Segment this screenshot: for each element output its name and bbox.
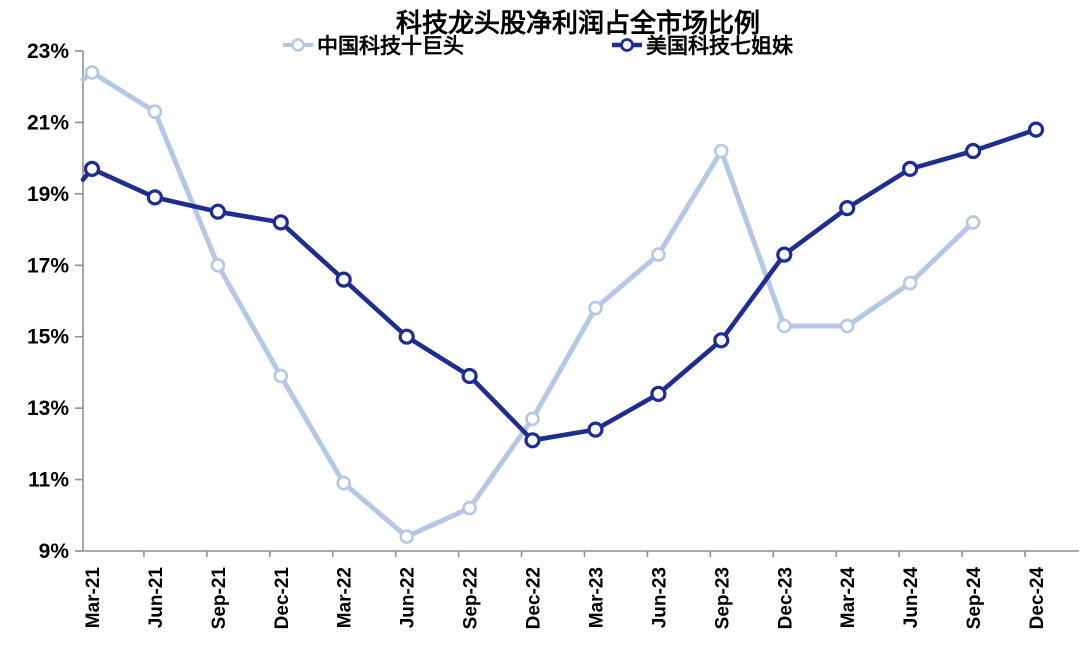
- data-point-marker: [83, 160, 101, 177]
- data-point-marker: [398, 328, 415, 345]
- y-axis-label: 23%: [27, 40, 69, 63]
- data-point-marker: [210, 257, 226, 273]
- series-line: [80, 69, 976, 540]
- data-point-marker: [462, 500, 477, 516]
- x-axis-label: Mar-24: [838, 567, 859, 629]
- data-point-marker: [964, 142, 982, 160]
- legend-label-china: 中国科技十巨头: [317, 34, 464, 58]
- legend-circle-marker-us: [620, 38, 634, 52]
- x-axis-label: Dec-24: [1027, 567, 1048, 630]
- data-point-marker: [965, 215, 981, 230]
- data-point-marker: [776, 318, 792, 334]
- x-axis-label: Jun-21: [146, 567, 167, 629]
- data-point-marker: [651, 247, 666, 262]
- data-point-marker: [525, 411, 540, 427]
- data-point-marker: [588, 300, 603, 316]
- data-point-marker: [902, 275, 918, 291]
- x-axis-label: Sep-21: [209, 567, 230, 630]
- data-point-marker: [84, 65, 100, 80]
- x-axis-label: Sep-22: [461, 567, 482, 629]
- y-axis-label: 17%: [27, 254, 69, 277]
- axis-frame: [82, 51, 1079, 552]
- data-point-marker: [209, 203, 226, 220]
- data-point-marker: [713, 143, 729, 159]
- x-axis-label: Sep-24: [964, 567, 985, 630]
- chart-legend: 中国科技十巨头 美国科技七姐妹: [283, 34, 794, 58]
- data-point-marker: [901, 160, 919, 177]
- legend-label-us: 美国科技七姐妹: [646, 34, 794, 58]
- data-point-marker: [272, 214, 289, 231]
- series-layer: [80, 65, 1045, 545]
- x-axis-label: Dec-23: [775, 567, 796, 629]
- data-point-marker: [1027, 121, 1045, 138]
- data-point-marker: [273, 368, 289, 384]
- x-axis-label: Sep-23: [712, 567, 733, 629]
- data-point-marker: [650, 385, 667, 402]
- y-axis-label: 21%: [27, 111, 69, 134]
- x-axis-label: Jun-24: [901, 567, 922, 629]
- y-axis-label: 19%: [27, 183, 69, 206]
- data-point-marker: [839, 318, 855, 334]
- y-axis-label: 15%: [27, 326, 69, 349]
- x-axis-label: Jun-22: [398, 567, 419, 628]
- legend-item-us: 美国科技七姐妹: [612, 34, 794, 58]
- y-axis-label: 13%: [27, 397, 69, 420]
- data-point-marker: [399, 529, 415, 545]
- x-axis-label: Dec-21: [272, 567, 293, 630]
- data-point-marker: [461, 367, 478, 385]
- data-point-marker: [524, 432, 541, 449]
- data-point-marker: [146, 189, 163, 206]
- series-china: [80, 65, 981, 545]
- axes-layer: 9% 11% 13% 15% 17% 19% 21% 23% Mar-21 Jun-21 Sep-2…: [27, 40, 1079, 629]
- y-axis-label: 11%: [28, 469, 69, 492]
- data-point-marker: [839, 200, 856, 217]
- data-point-marker: [713, 332, 730, 349]
- data-point-marker: [587, 421, 604, 438]
- legend-item-china: 中国科技十巨头: [283, 34, 464, 58]
- x-axis-label: Mar-23: [586, 567, 607, 628]
- legend-circle-marker-china: [291, 38, 305, 52]
- chart-title: 科技龙头股净利润占全市场比例: [396, 8, 760, 38]
- data-point-marker: [776, 246, 793, 263]
- x-axis-label: Dec-22: [524, 567, 545, 629]
- x-axis-label: Mar-21: [83, 567, 104, 629]
- series-line: [80, 127, 1039, 443]
- series-us: [80, 121, 1045, 449]
- data-point-marker: [336, 475, 352, 491]
- x-axis-label: Jun-23: [649, 567, 670, 628]
- y-axis-label: 9%: [39, 540, 70, 563]
- data-point-marker: [335, 271, 352, 288]
- x-axis-label: Mar-22: [335, 567, 356, 628]
- data-point-marker: [147, 104, 163, 119]
